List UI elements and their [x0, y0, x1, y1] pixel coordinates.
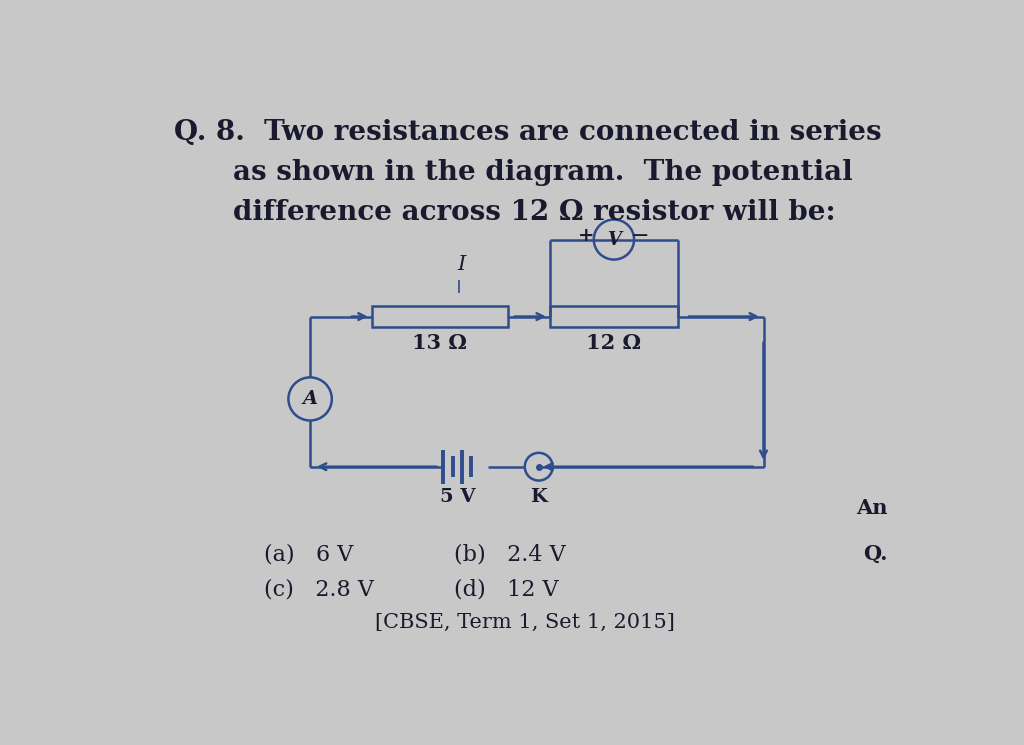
- Text: A: A: [302, 390, 317, 408]
- Text: Q.: Q.: [863, 544, 888, 564]
- Text: +: +: [578, 226, 594, 244]
- Text: 12 Ω: 12 Ω: [587, 334, 641, 353]
- Text: 5 V: 5 V: [439, 488, 475, 507]
- Text: V: V: [607, 230, 621, 249]
- Text: (b)   2.4 V: (b) 2.4 V: [454, 544, 565, 565]
- Text: (a)   6 V: (a) 6 V: [263, 544, 353, 565]
- Text: −: −: [631, 225, 649, 247]
- Text: K: K: [530, 488, 547, 507]
- Text: (c)   2.8 V: (c) 2.8 V: [263, 578, 374, 600]
- Text: (d)   12 V: (d) 12 V: [454, 578, 558, 600]
- Text: as shown in the diagram.  The potential: as shown in the diagram. The potential: [232, 159, 852, 186]
- Text: [CBSE, Term 1, Set 1, 2015]: [CBSE, Term 1, Set 1, 2015]: [375, 613, 675, 632]
- Text: 13 Ω: 13 Ω: [412, 334, 467, 353]
- Bar: [550, 305, 678, 327]
- Circle shape: [289, 378, 332, 420]
- Text: I: I: [457, 256, 465, 274]
- Text: Q. 8.  Two resistances are connected in series: Q. 8. Two resistances are connected in s…: [174, 118, 882, 146]
- Bar: [372, 305, 508, 327]
- Text: difference across 12 Ω resistor will be:: difference across 12 Ω resistor will be:: [232, 199, 836, 226]
- Circle shape: [594, 220, 634, 259]
- Text: An: An: [856, 498, 888, 518]
